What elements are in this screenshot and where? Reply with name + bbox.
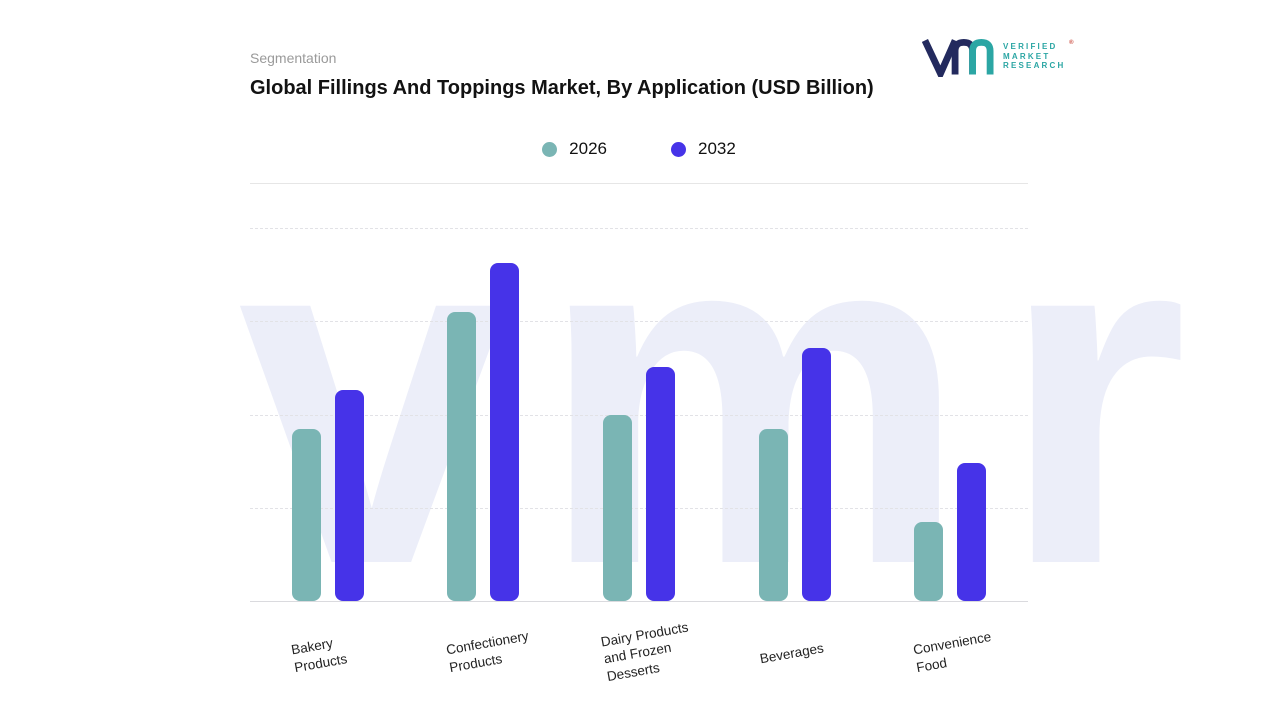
bar-group-4 (733, 228, 857, 601)
bar-2032-category-2[interactable] (490, 263, 520, 601)
registered-trademark-symbol: ® (1069, 40, 1074, 46)
chart-legend: 2026 2032 (250, 134, 1028, 164)
bar-group-2 (421, 228, 545, 601)
legend-dot-icon (671, 141, 686, 157)
bar-2026-category-5[interactable] (914, 521, 944, 601)
x-axis-line (250, 601, 1028, 602)
gridline (250, 321, 1028, 323)
x-axis-label-3: Dairy Products and Frozen Desserts (599, 619, 690, 684)
bar-2032-category-1[interactable] (334, 390, 364, 601)
logo-line-research: RESEARCH (1003, 61, 1066, 70)
bar-2026-category-1[interactable] (291, 428, 321, 601)
x-axis-label-2: Confectionery Products (445, 628, 531, 676)
gridline (250, 414, 1028, 416)
bar-2026-category-2[interactable] (447, 311, 477, 601)
plot-area (250, 228, 1028, 602)
logo-line-verified: VERIFIED (1003, 42, 1058, 51)
gridline (250, 228, 1028, 229)
bar-group-1 (266, 228, 390, 601)
legend-item-2032[interactable]: 2032 (671, 139, 736, 159)
vmr-logo-text: VERIFIED MARKET RESEARCH ® (1003, 37, 1074, 71)
vmr-logo: VERIFIED MARKET RESEARCH ® (922, 37, 1074, 77)
header-divider (250, 183, 1028, 184)
bar-2032-category-3[interactable] (646, 366, 675, 601)
x-axis-label-1: Bakery Products (289, 635, 349, 676)
logo-line-market: MARKET (1003, 51, 1051, 61)
bar-2026-category-3[interactable] (603, 414, 632, 601)
section-label: Segmentation (250, 50, 337, 66)
legend-label: 2026 (569, 139, 607, 158)
chart-title: Global Fillings And Toppings Market, By … (250, 77, 874, 99)
vmr-watermark: vmr (238, 123, 1218, 665)
x-axis-label-5: Convenience Food (912, 629, 993, 676)
legend-label: 2032 (698, 139, 736, 158)
x-axis-labels: Bakery Products Confectionery Products Dai… (250, 612, 1028, 692)
bar-group-5 (888, 228, 1012, 601)
x-axis-label-4: Beverages (758, 640, 825, 667)
bar-2032-category-4[interactable] (801, 348, 831, 601)
bar-group-3 (577, 228, 701, 601)
gridline (250, 507, 1028, 509)
vmr-monogram-icon (922, 38, 994, 77)
legend-dot-icon (542, 141, 558, 157)
bar-2026-category-4[interactable] (758, 428, 788, 601)
bar-2032-category-5[interactable] (957, 463, 987, 601)
legend-item-2026[interactable]: 2026 (542, 139, 607, 159)
